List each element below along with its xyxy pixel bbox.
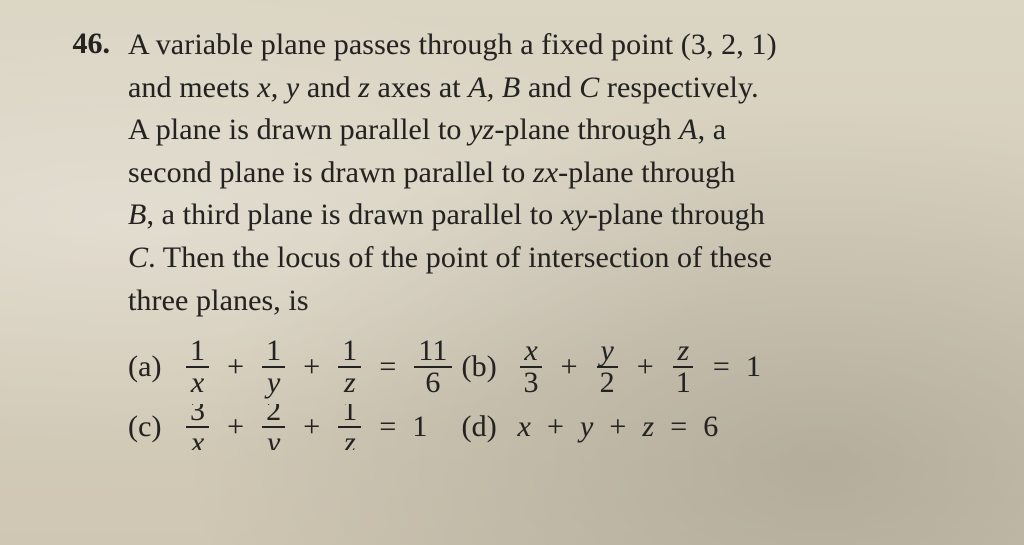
- question-block: 46. A variable plane passes through a fi…: [60, 24, 968, 450]
- frac: 3 x: [186, 404, 209, 450]
- text: and meets: [128, 71, 257, 104]
- denom: x: [187, 428, 208, 450]
- text: , a third plane is drawn parallel to: [146, 198, 560, 231]
- var-xy: x, y: [257, 71, 299, 104]
- option-a: (a) 1 x + 1 y + 1 z =: [128, 336, 454, 398]
- text: and: [520, 71, 579, 104]
- fixed-point: (3, 2, 1): [681, 28, 777, 61]
- page: 46. A variable plane passes through a fi…: [0, 0, 1024, 545]
- text: three planes, is: [128, 284, 309, 317]
- text: -plane through: [588, 198, 765, 231]
- option-c: (c) 3 x + 2 y + 1 z =: [128, 404, 454, 450]
- text: and: [299, 71, 358, 104]
- options: (a) 1 x + 1 y + 1 z =: [128, 336, 787, 450]
- frac: 1 z: [338, 404, 361, 450]
- equals: =: [670, 412, 687, 442]
- rhs: 6: [703, 412, 718, 442]
- numer: x: [520, 336, 541, 368]
- numer: y: [597, 336, 618, 368]
- frac: 2 y: [262, 404, 285, 450]
- option-label: (c): [128, 412, 172, 442]
- numer: 11: [414, 336, 451, 368]
- denom: y: [263, 368, 284, 398]
- rhs: 1: [746, 352, 761, 382]
- text: . Then the locus of the point of interse…: [148, 241, 772, 274]
- frac: 1 x: [186, 336, 209, 398]
- text: A variable plane passes through a fixed …: [128, 28, 681, 61]
- denom: z: [340, 428, 360, 450]
- plus: +: [547, 412, 564, 442]
- var: x: [518, 412, 531, 442]
- denom: 3: [520, 368, 543, 398]
- option-label: (a): [128, 352, 172, 382]
- frac: x 3: [520, 336, 543, 398]
- denom: x: [187, 368, 208, 398]
- denom: 1: [672, 368, 695, 398]
- frac: z 1: [672, 336, 695, 398]
- denom: 2: [596, 368, 619, 398]
- frac: 1 z: [338, 336, 361, 398]
- pt-b: B: [128, 198, 146, 231]
- pt-c: C: [579, 71, 599, 104]
- plus: +: [637, 352, 654, 382]
- numer: z: [673, 336, 693, 368]
- plus: +: [561, 352, 578, 382]
- numer: 1: [338, 404, 361, 428]
- frac: y 2: [596, 336, 619, 398]
- pt-c2: C: [128, 241, 148, 274]
- text: A plane is drawn parallel to: [128, 113, 469, 146]
- text: axes at: [370, 71, 468, 104]
- plus: +: [303, 352, 320, 382]
- frac: 1 y: [262, 336, 285, 398]
- numer: 1: [186, 336, 209, 368]
- denom: 6: [421, 368, 444, 398]
- pt-a: A: [679, 113, 697, 146]
- plus: +: [227, 352, 244, 382]
- rhs: 1: [412, 412, 427, 442]
- option-label: (d): [462, 412, 506, 442]
- yz-plane: yz: [469, 113, 494, 146]
- var-z: z: [358, 71, 370, 104]
- option-label: (b): [462, 352, 506, 382]
- denom: z: [340, 368, 360, 398]
- zx-plane: zx: [533, 156, 558, 189]
- frac: 11 6: [414, 336, 451, 398]
- var: y: [580, 412, 593, 442]
- option-b: (b) x 3 + y 2 + z 1 =: [462, 336, 788, 398]
- question-stem: A variable plane passes through a fixed …: [128, 24, 787, 450]
- numer: 1: [262, 336, 285, 368]
- option-d: (d) x + y + z = 6: [462, 404, 788, 450]
- numer: 1: [338, 336, 361, 368]
- question-number: 46.: [60, 24, 110, 450]
- xy-plane: xy: [561, 198, 588, 231]
- equals: =: [379, 352, 396, 382]
- numer: 3: [186, 404, 209, 428]
- text: -plane through: [558, 156, 735, 189]
- plus: +: [227, 412, 244, 442]
- numer: 2: [262, 404, 285, 428]
- equals: =: [713, 352, 730, 382]
- text: second plane is drawn parallel to: [128, 156, 533, 189]
- plus: +: [609, 412, 626, 442]
- pts-ab: A, B: [468, 71, 520, 104]
- text: -plane through: [494, 113, 679, 146]
- plus: +: [303, 412, 320, 442]
- text: , a: [698, 113, 727, 146]
- text: respectively.: [599, 71, 758, 104]
- equals: =: [379, 412, 396, 442]
- denom: y: [263, 428, 284, 450]
- var: z: [642, 412, 654, 442]
